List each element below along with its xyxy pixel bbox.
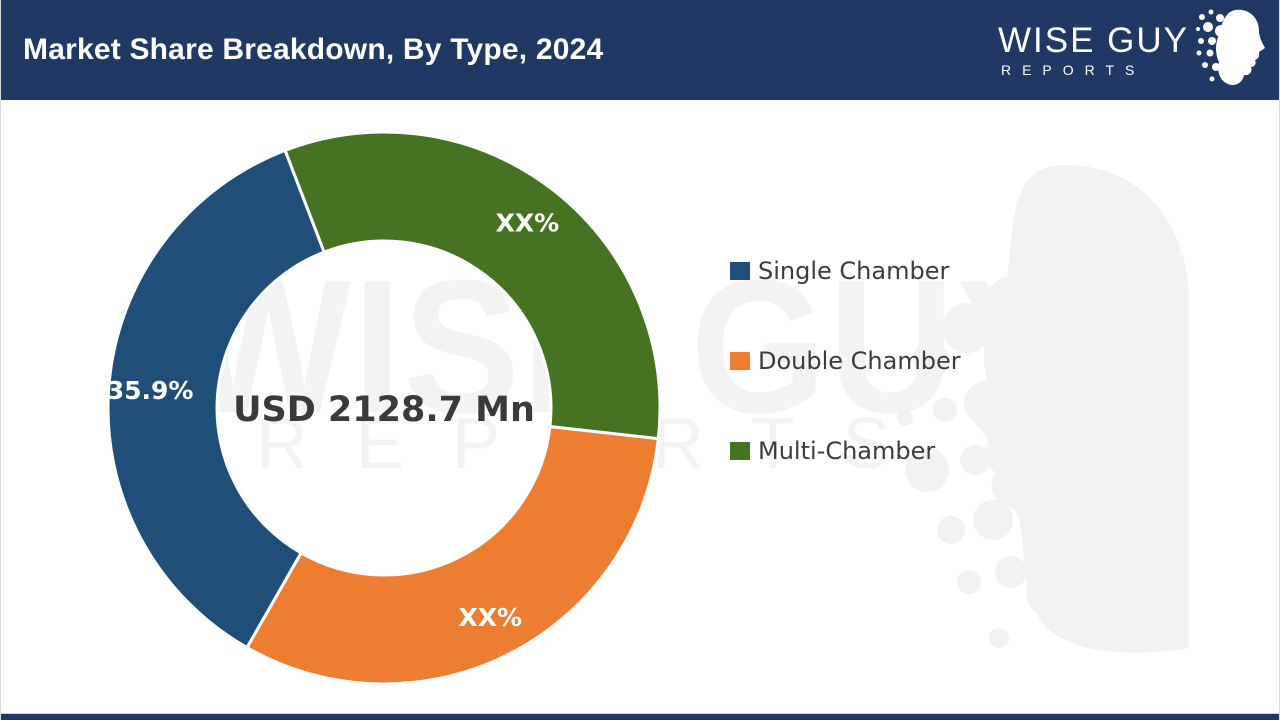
footer-divider — [1, 713, 1279, 714]
slice-label-single-chamber: 35.9% — [107, 376, 194, 405]
donut-segment-double-chamber — [244, 424, 660, 686]
slice-label-double-chamber: XX% — [458, 603, 522, 632]
donut-segment-single-chamber — [106, 148, 327, 650]
donut-chart: 35.9% XX% XX% USD 2128.7 Mn — [106, 130, 662, 686]
slice-label-multi-chamber: XX% — [496, 208, 560, 237]
legend-label: Multi-Chamber — [758, 437, 936, 465]
legend-item-multi-chamber: Multi-Chamber — [730, 437, 961, 465]
logo-subtitle: REPORTS — [1000, 61, 1146, 78]
legend-swatch-multi-chamber — [730, 442, 750, 460]
legend-swatch-double-chamber — [730, 352, 750, 370]
legend-swatch-single-chamber — [730, 262, 750, 280]
donut-segment-multi-chamber — [283, 130, 662, 441]
legend-label: Double Chamber — [758, 347, 961, 375]
logo-wordmark: WISE GUY — [997, 20, 1189, 60]
footer-bar — [1, 714, 1279, 720]
chart-legend: Single Chamber Double Chamber Multi-Cham… — [730, 257, 961, 465]
logo-text: WISE GUY REPORTS — [998, 23, 1189, 78]
page-title: Market Share Breakdown, By Type, 2024 — [23, 33, 604, 66]
watermark-face-icon — [897, 165, 1189, 653]
legend-item-single-chamber: Single Chamber — [730, 257, 961, 285]
legend-item-double-chamber: Double Chamber — [730, 347, 961, 375]
logo-face-icon — [1196, 9, 1265, 86]
legend-label: Single Chamber — [758, 257, 950, 285]
donut-center-value: USD 2128.7 Mn — [233, 390, 535, 430]
wise-guy-logo: WISE GUY REPORTS — [998, 0, 1267, 100]
header-bar: Market Share Breakdown, By Type, 2024 WI… — [1, 0, 1279, 100]
